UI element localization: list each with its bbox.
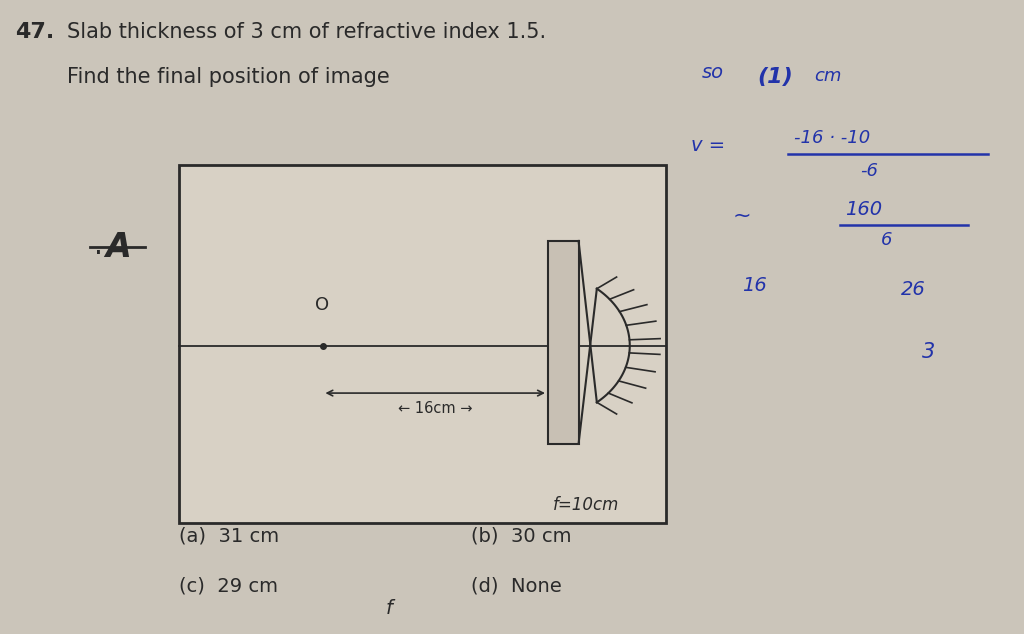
Bar xyxy=(548,241,579,444)
Text: ← 16cm →: ← 16cm → xyxy=(398,401,472,416)
Text: 3: 3 xyxy=(922,342,935,363)
Text: (c)  29 cm: (c) 29 cm xyxy=(179,577,279,596)
Text: A: A xyxy=(104,231,131,264)
Text: 6: 6 xyxy=(881,231,892,249)
Text: O: O xyxy=(315,296,330,314)
Text: -6: -6 xyxy=(860,162,879,179)
Text: cm: cm xyxy=(814,67,842,84)
Text: (a)  31 cm: (a) 31 cm xyxy=(179,526,280,545)
Text: -16 · -10: -16 · -10 xyxy=(794,129,869,146)
Text: .: . xyxy=(94,232,102,260)
Text: v =: v = xyxy=(691,136,725,155)
Text: Slab thickness of 3 cm of refractive index 1.5.: Slab thickness of 3 cm of refractive ind… xyxy=(67,22,546,42)
Text: (1): (1) xyxy=(758,67,794,87)
Text: (b)  30 cm: (b) 30 cm xyxy=(471,526,571,545)
Text: (d)  None: (d) None xyxy=(471,577,562,596)
Text: ~: ~ xyxy=(732,206,751,226)
Text: 26: 26 xyxy=(901,280,926,299)
Text: so: so xyxy=(701,63,723,82)
Bar xyxy=(179,165,666,523)
Text: Find the final position of image: Find the final position of image xyxy=(67,67,389,87)
Text: 160: 160 xyxy=(845,200,882,219)
Text: f: f xyxy=(386,599,392,618)
Text: 16: 16 xyxy=(742,276,767,295)
Text: 47.: 47. xyxy=(15,22,54,42)
Text: f=10cm: f=10cm xyxy=(553,496,620,514)
